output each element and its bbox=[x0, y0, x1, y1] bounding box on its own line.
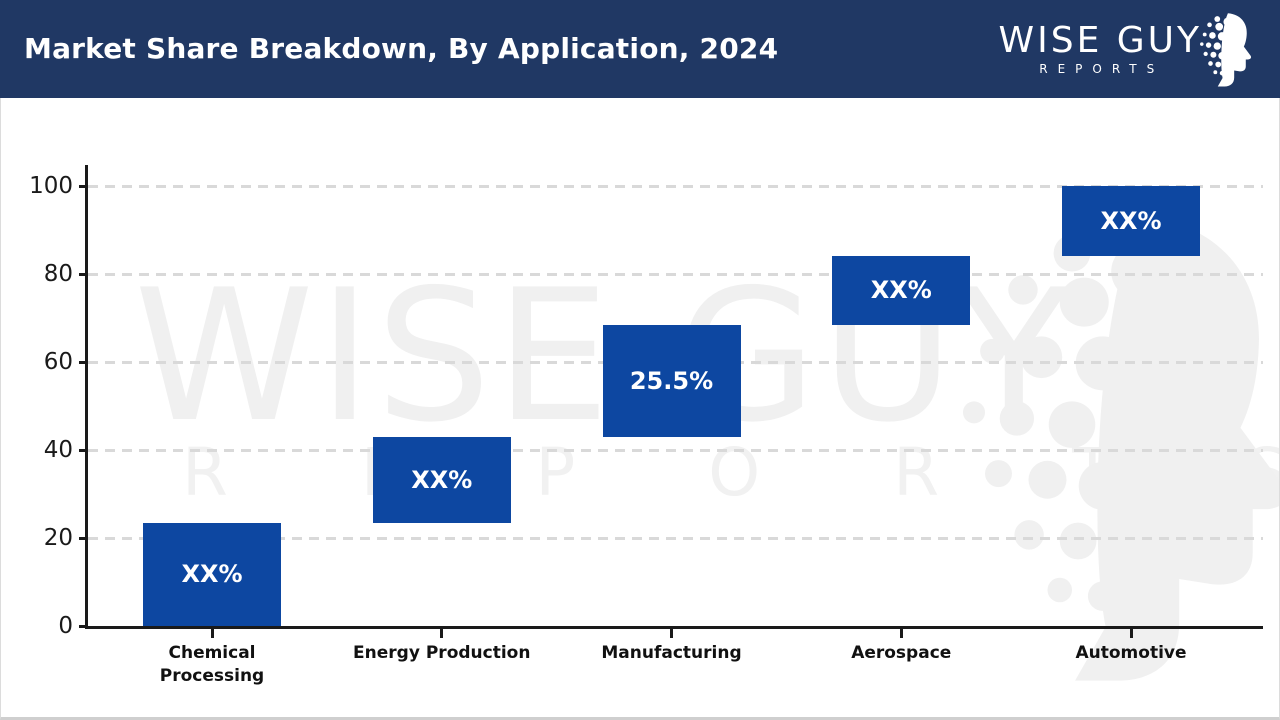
y-gridline bbox=[88, 536, 1263, 540]
watermark-head-icon bbox=[931, 198, 1280, 688]
logo-head-icon bbox=[1196, 10, 1254, 88]
bar: XX% bbox=[372, 436, 511, 523]
brand-logo: WISE GUY REPORTS bbox=[999, 10, 1255, 88]
y-tick-label: 100 bbox=[29, 173, 73, 199]
y-tick bbox=[79, 448, 88, 452]
x-tick bbox=[440, 629, 444, 638]
y-tick-label: 40 bbox=[43, 437, 73, 463]
logo-wordmark: WISE GUY bbox=[998, 19, 1202, 61]
y-tick bbox=[79, 536, 88, 540]
y-tick bbox=[79, 184, 88, 188]
y-tick-label: 60 bbox=[43, 349, 73, 375]
bar-value-label: XX% bbox=[411, 465, 473, 494]
y-tick-label: 20 bbox=[43, 525, 73, 551]
x-tick bbox=[670, 629, 673, 638]
x-axis-line bbox=[85, 626, 1263, 629]
y-gridline bbox=[88, 272, 1263, 276]
x-tick-label: Chemical Processing bbox=[159, 643, 265, 686]
x-tick bbox=[210, 629, 214, 638]
bar: XX% bbox=[143, 522, 281, 626]
y-tick bbox=[79, 360, 88, 364]
chart-area: WISE GUY R E P O R T S 0 20 40 60 80 100 XX% Ch… bbox=[0, 98, 1280, 720]
bar: XX% bbox=[1062, 186, 1200, 256]
x-tick bbox=[899, 629, 903, 638]
x-tick-label: Energy Production bbox=[353, 643, 531, 663]
bar: XX% bbox=[832, 255, 971, 325]
logo-subtext: REPORTS bbox=[1039, 61, 1165, 76]
x-tick-label: Automotive bbox=[1075, 643, 1187, 663]
brand-logo-text: WISE GUY REPORTS bbox=[998, 19, 1203, 76]
bar-value-label: XX% bbox=[1100, 206, 1162, 235]
bar-value-label: XX% bbox=[181, 560, 243, 589]
y-tick-label: 80 bbox=[43, 261, 73, 287]
y-gridline bbox=[88, 184, 1263, 188]
x-tick bbox=[1129, 629, 1133, 638]
chart-title: Market Share Breakdown, By Application, … bbox=[24, 32, 779, 66]
bar: 25.5% bbox=[602, 324, 741, 437]
y-axis-line bbox=[85, 165, 88, 629]
bar-value-label: 25.5% bbox=[629, 366, 714, 395]
y-tick-label: 0 bbox=[58, 613, 73, 639]
y-tick bbox=[79, 624, 88, 628]
header-bar: Market Share Breakdown, By Application, … bbox=[0, 0, 1280, 98]
y-tick bbox=[79, 272, 88, 276]
x-tick-label: Aerospace bbox=[851, 643, 952, 663]
bar-value-label: XX% bbox=[870, 276, 932, 305]
y-gridline bbox=[88, 448, 1263, 452]
x-tick-label: Manufacturing bbox=[601, 643, 742, 663]
